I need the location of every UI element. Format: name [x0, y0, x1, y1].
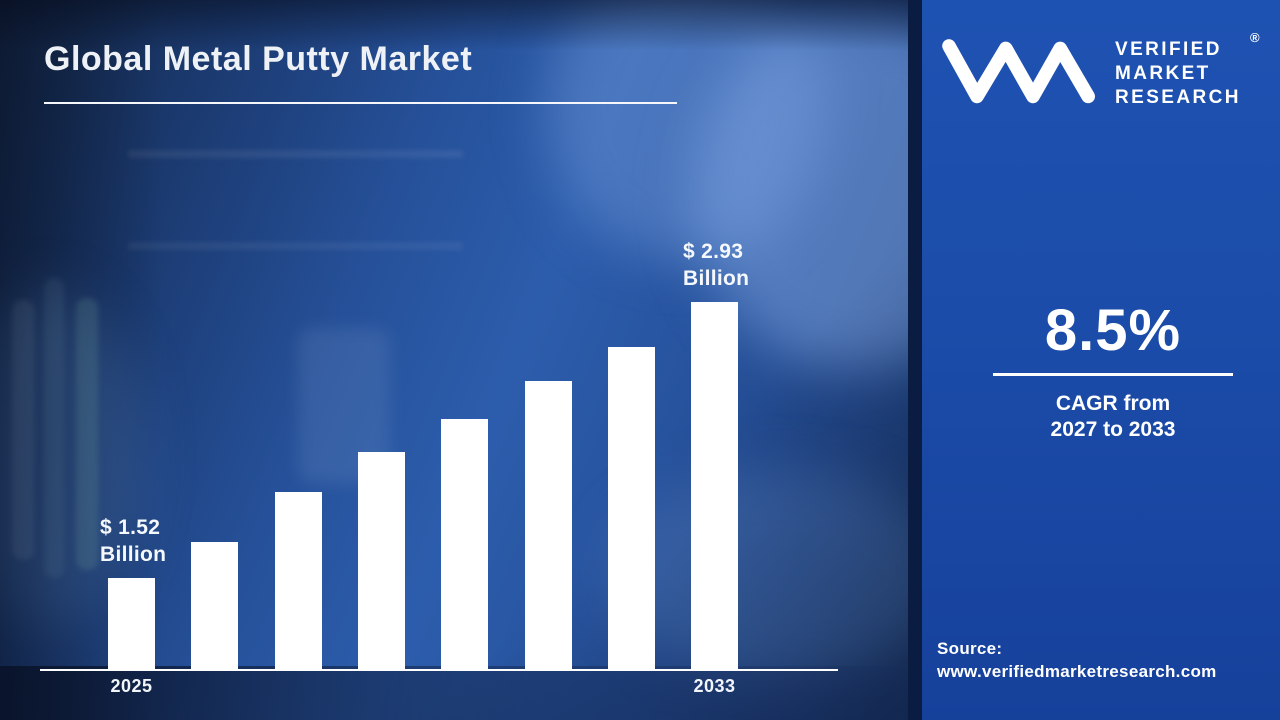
chart-bar — [191, 542, 238, 669]
chart-baseline-axis — [40, 669, 838, 671]
chart-bar — [108, 578, 155, 669]
bg-bottom-band — [0, 666, 908, 720]
registered-trademark-icon: ® — [1250, 30, 1260, 45]
brand-line-verified: VERIFIED — [1115, 39, 1222, 60]
chart-bar — [275, 492, 322, 669]
bar-data-label: $ 2.93 Billion — [683, 238, 749, 292]
title-underline — [44, 102, 677, 104]
stat-divider-line — [993, 373, 1233, 376]
x-axis-tick-label: 2033 — [693, 676, 736, 696]
bar-data-label-value: $ 1.52 — [100, 516, 161, 539]
chart-bar — [441, 419, 488, 669]
cagr-caption: CAGR from 2027 to 2033 — [946, 391, 1280, 443]
chart-section: Global Metal Putty Market 2025 $ 1.52 Bill… — [0, 0, 908, 720]
source-block: Source: www.verifiedmarketresearch.com — [937, 637, 1217, 683]
bar-data-label: $ 1.52 Billion — [100, 514, 166, 568]
source-url[interactable]: www.verifiedmarketresearch.com — [937, 662, 1217, 681]
source-label: Source: — [937, 639, 1003, 658]
chart-bar — [691, 302, 738, 669]
chart-bar — [358, 452, 405, 669]
cagr-caption-line1: CAGR from — [1055, 392, 1171, 415]
brand-line-market: MARKET — [1115, 63, 1211, 84]
info-panel: ® VERIFIED MARKET RESEARCH 8.5% CAGR fro… — [922, 0, 1280, 720]
bar-data-label-unit: Billion — [683, 267, 750, 290]
chart-bar — [525, 381, 572, 669]
brand-name: VERIFIED MARKET RESEARCH — [1115, 38, 1241, 110]
vmr-monogram-icon — [942, 39, 1095, 104]
x-axis-tick-label: 2025 — [110, 676, 153, 696]
bar-data-label-unit: Billion — [100, 543, 167, 566]
cagr-value: 8.5% — [1044, 298, 1182, 363]
page-title: Global Metal Putty Market — [44, 40, 473, 78]
bar-data-label-value: $ 2.93 — [683, 240, 744, 263]
cagr-caption-line2: 2027 to 2033 — [1050, 418, 1176, 441]
brand-line-research: RESEARCH — [1115, 87, 1241, 108]
chart-bar — [608, 347, 655, 669]
cagr-stat-block: 8.5% CAGR from 2027 to 2033 — [946, 302, 1280, 443]
section-divider — [908, 0, 922, 720]
